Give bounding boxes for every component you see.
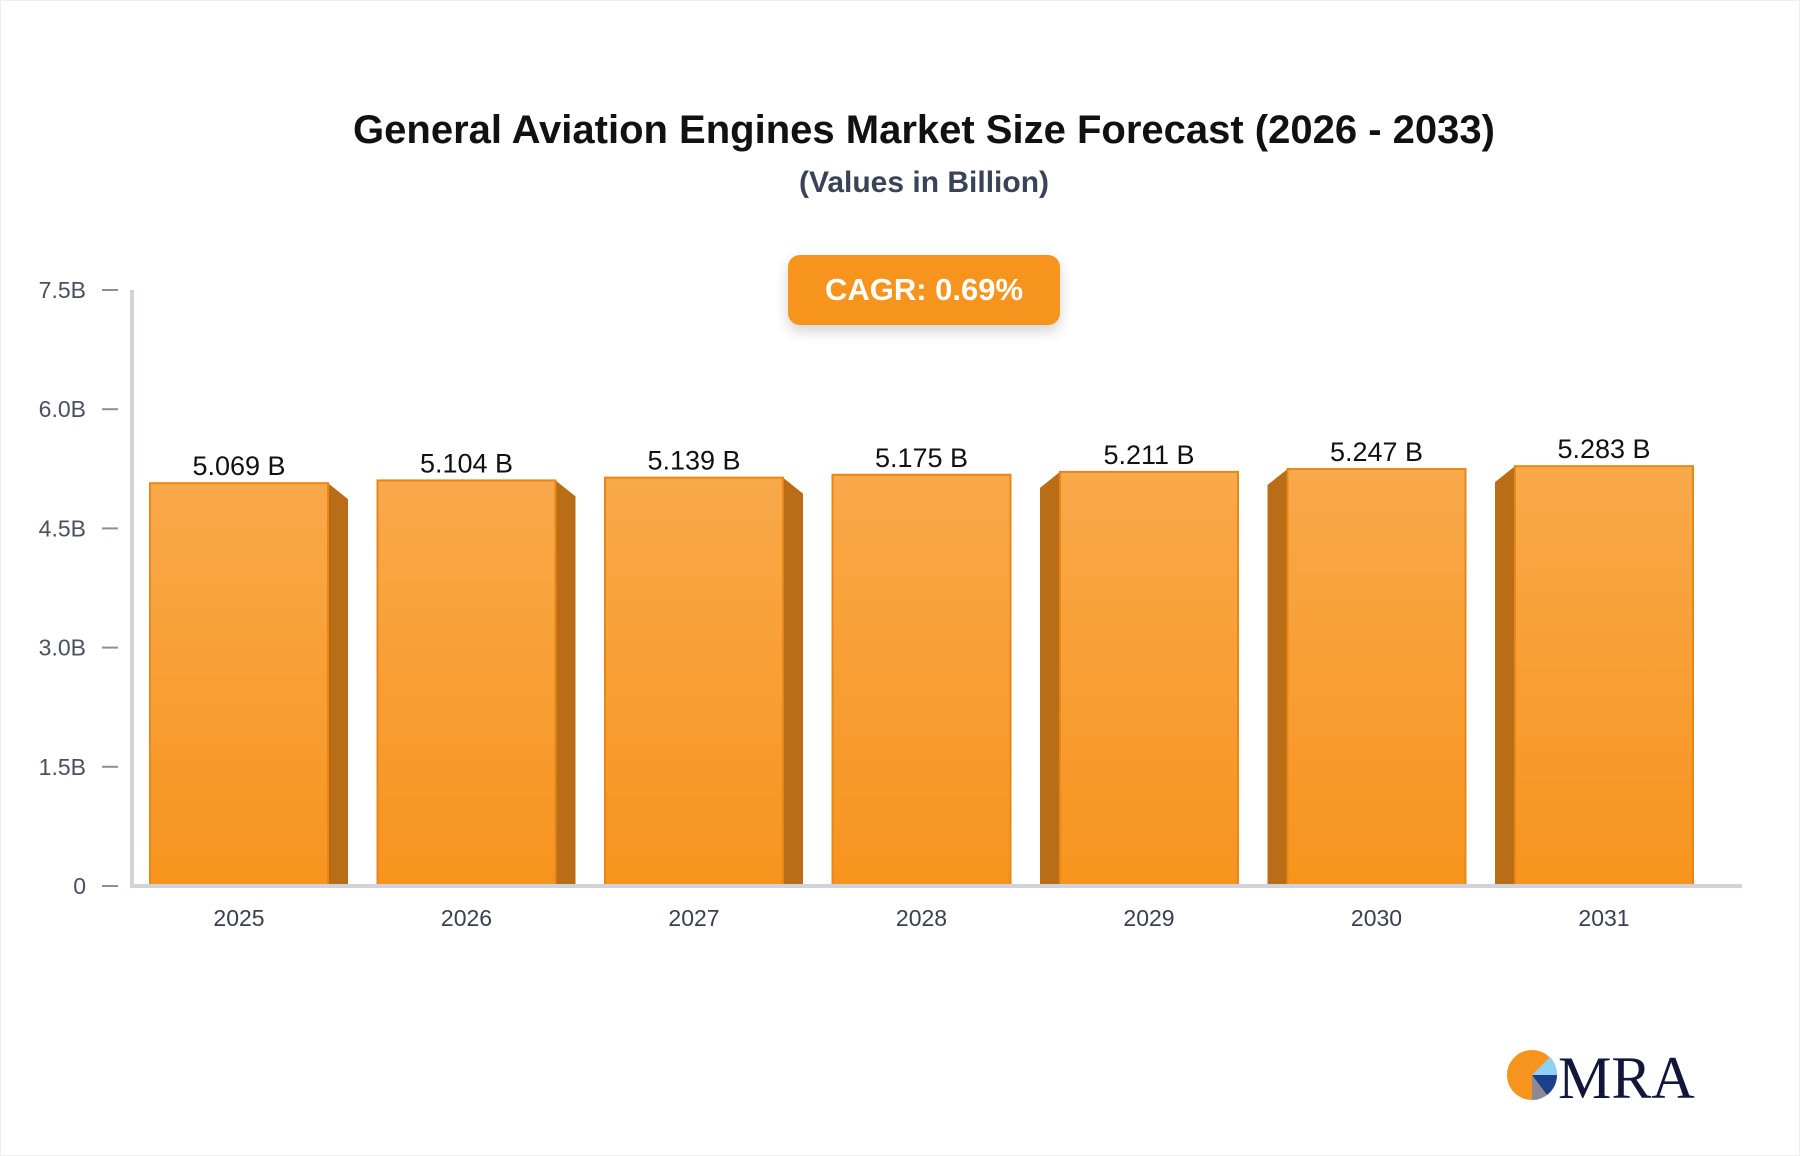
bar-side bbox=[783, 477, 803, 886]
x-tick-label: 2027 bbox=[668, 905, 719, 931]
x-tick-label: 2026 bbox=[441, 905, 492, 931]
bar-side bbox=[1267, 469, 1288, 886]
y-tick-label: 1.5B bbox=[39, 754, 86, 780]
x-tick-label: 2028 bbox=[896, 905, 947, 931]
y-tick-label: 7.5B bbox=[39, 277, 86, 303]
bar bbox=[376, 479, 557, 887]
data-label: 5.175 B bbox=[875, 443, 968, 473]
bar-side bbox=[555, 480, 576, 886]
bar bbox=[831, 473, 1012, 887]
chart-title: General Aviation Engines Market Size For… bbox=[353, 108, 1495, 152]
y-tick-label: 0 bbox=[73, 873, 86, 899]
y-tick-label: 6.0B bbox=[39, 396, 86, 422]
bar bbox=[604, 476, 784, 887]
cagr-badge: CAGR: 0.69% bbox=[788, 255, 1060, 325]
data-label: 5.247 B bbox=[1330, 437, 1423, 467]
data-label: 5.283 B bbox=[1557, 434, 1650, 464]
bar-side bbox=[1040, 471, 1060, 886]
data-label: 5.104 B bbox=[420, 448, 513, 478]
bar bbox=[149, 482, 329, 887]
y-tick-label: 4.5B bbox=[39, 515, 86, 541]
bar bbox=[1514, 465, 1694, 887]
data-label: 5.139 B bbox=[647, 446, 740, 476]
chart-subtitle: (Values in Billion) bbox=[798, 166, 1050, 199]
data-label: 5.069 B bbox=[192, 451, 285, 481]
bar bbox=[1059, 470, 1239, 887]
bar bbox=[1286, 468, 1467, 887]
x-tick-label: 2029 bbox=[1123, 905, 1174, 931]
svg-text:MRA: MRA bbox=[1558, 1045, 1695, 1110]
data-label: 5.211 B bbox=[1103, 440, 1194, 470]
y-tick-label: 3.0B bbox=[39, 635, 86, 661]
x-tick-label: 2030 bbox=[1351, 905, 1402, 931]
x-tick-label: 2025 bbox=[213, 905, 264, 931]
bar-side bbox=[328, 483, 348, 886]
x-tick-label: 2031 bbox=[1578, 905, 1629, 931]
bar-side bbox=[1495, 466, 1515, 886]
mra-logo: MRA bbox=[1507, 1045, 1695, 1110]
